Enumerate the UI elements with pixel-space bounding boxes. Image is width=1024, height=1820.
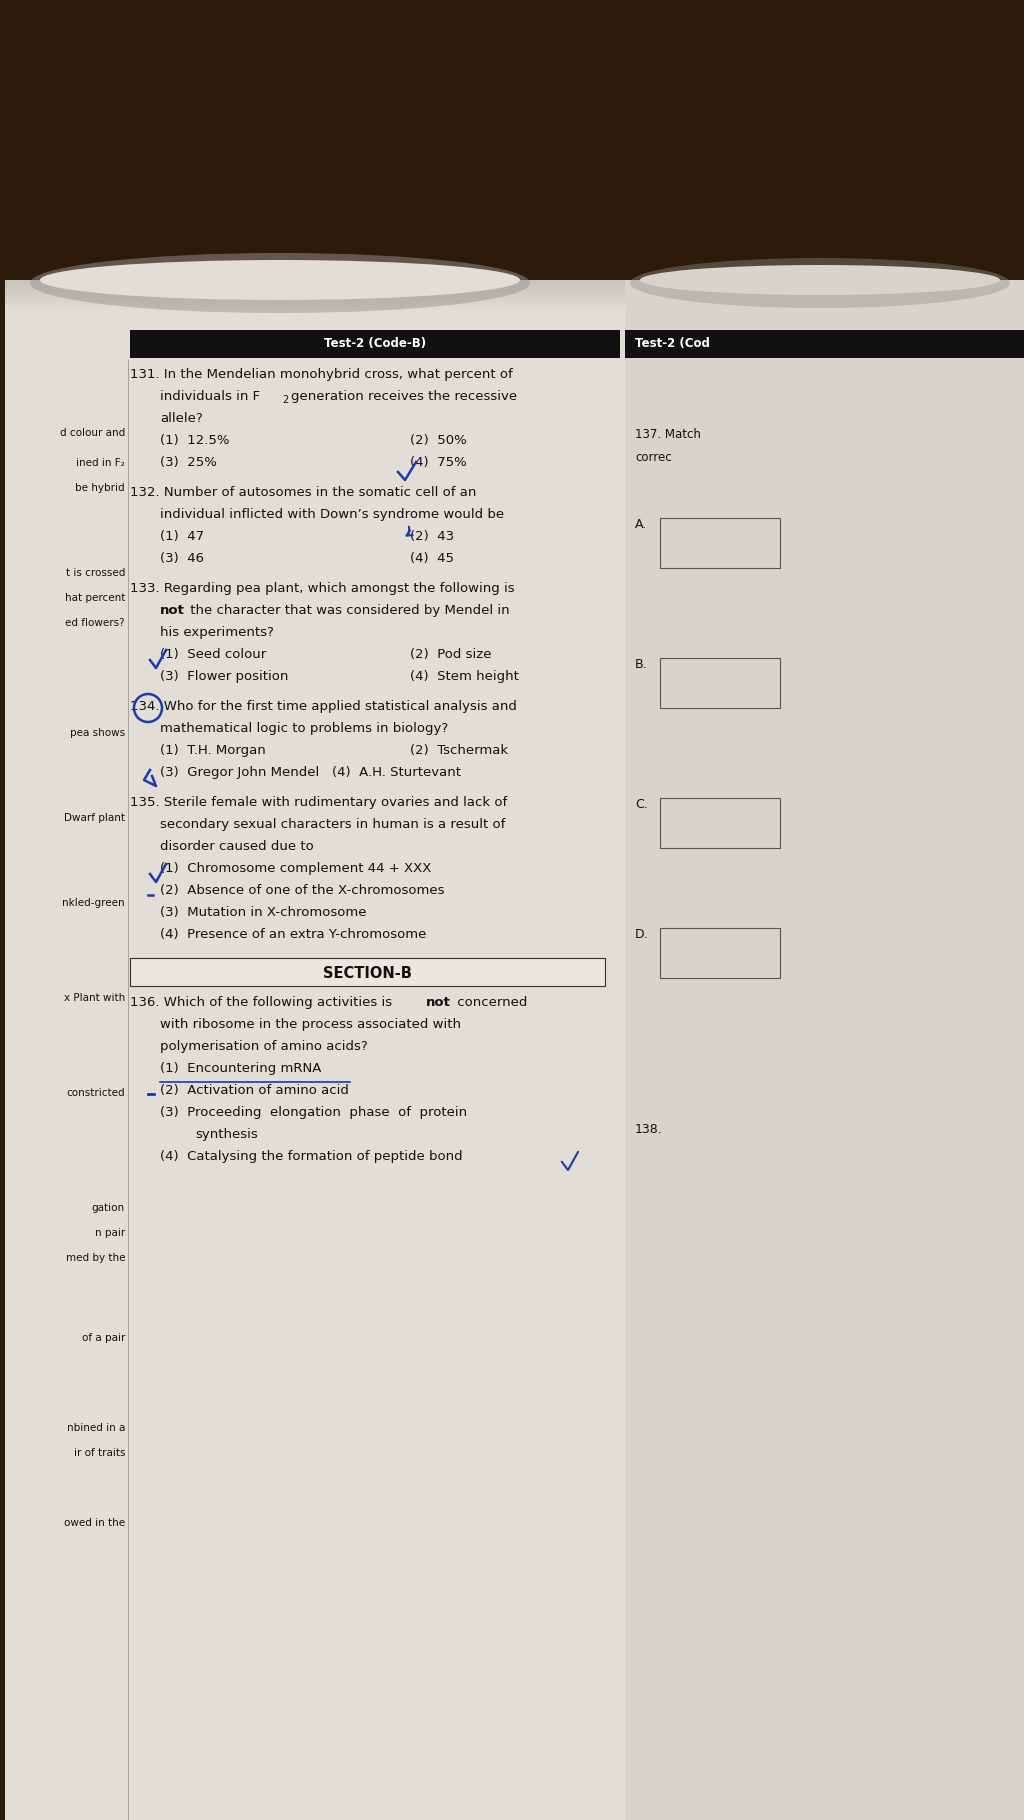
Text: 134. Who for the first time applied statistical analysis and: 134. Who for the first time applied stat… <box>130 701 517 713</box>
Bar <box>130 957 605 986</box>
Text: (4)  45: (4) 45 <box>410 551 454 564</box>
Text: Dwarf plant: Dwarf plant <box>63 814 125 823</box>
Text: ined in F₂: ined in F₂ <box>76 459 125 468</box>
Text: d colour and: d colour and <box>59 428 125 439</box>
Text: hat percent: hat percent <box>65 593 125 602</box>
Text: (3)  Proceeding  elongation  phase  of  protein: (3) Proceeding elongation phase of prote… <box>160 1107 467 1119</box>
Bar <box>660 519 780 568</box>
Text: Test-2 (Cod: Test-2 (Cod <box>635 337 710 351</box>
Text: ir of traits: ir of traits <box>74 1449 125 1458</box>
Bar <box>130 329 620 359</box>
Text: nbined in a: nbined in a <box>67 1423 125 1432</box>
Text: (4)  Presence of an extra Y-chromosome: (4) Presence of an extra Y-chromosome <box>160 928 426 941</box>
Text: 136. Which of the following activities is: 136. Which of the following activities i… <box>130 996 396 1008</box>
Text: (4)  Catalysing the formation of peptide bond: (4) Catalysing the formation of peptide … <box>160 1150 463 1163</box>
Text: not: not <box>426 996 451 1008</box>
Text: constricted: constricted <box>67 1088 125 1097</box>
Text: Test-2 (Code-B): Test-2 (Code-B) <box>324 337 426 351</box>
Text: (2)  43: (2) 43 <box>410 530 454 542</box>
Bar <box>625 280 1024 1820</box>
Text: (2)  Pod size: (2) Pod size <box>410 648 492 661</box>
Text: be hybrid: be hybrid <box>76 482 125 493</box>
Bar <box>5 280 625 1820</box>
Text: synthesis: synthesis <box>195 1128 258 1141</box>
Text: the character that was considered by Mendel in: the character that was considered by Men… <box>186 604 510 617</box>
Text: B.: B. <box>635 659 647 672</box>
Bar <box>660 928 780 977</box>
Text: (1)  47: (1) 47 <box>160 530 204 542</box>
Bar <box>660 797 780 848</box>
Text: polymerisation of amino acids?: polymerisation of amino acids? <box>160 1039 368 1054</box>
Ellipse shape <box>630 258 1010 308</box>
Text: ed flowers?: ed flowers? <box>66 619 125 628</box>
Text: (2)  Absence of one of the X-chromosomes: (2) Absence of one of the X-chromosomes <box>160 885 444 897</box>
Text: with ribosome in the process associated with: with ribosome in the process associated … <box>160 1017 461 1030</box>
Text: med by the: med by the <box>66 1252 125 1263</box>
Text: (1)  Chromosome complement 44 + XXX: (1) Chromosome complement 44 + XXX <box>160 863 431 875</box>
Text: (3)  Flower position: (3) Flower position <box>160 670 289 682</box>
Text: 133. Regarding pea plant, which amongst the following is: 133. Regarding pea plant, which amongst … <box>130 582 515 595</box>
Text: allele?: allele? <box>160 411 203 426</box>
Text: 131. In the Mendelian monohybrid cross, what percent of: 131. In the Mendelian monohybrid cross, … <box>130 368 513 380</box>
Text: of a pair: of a pair <box>82 1332 125 1343</box>
Text: (1)  Encountering mRNA: (1) Encountering mRNA <box>160 1063 322 1076</box>
Text: (1)  12.5%: (1) 12.5% <box>160 433 229 448</box>
Text: C.: C. <box>635 797 648 812</box>
Text: (4)  75%: (4) 75% <box>410 457 467 470</box>
Text: (3)  46: (3) 46 <box>160 551 204 564</box>
Text: (2)  Activation of amino acid: (2) Activation of amino acid <box>160 1085 349 1097</box>
Bar <box>660 659 780 708</box>
Text: pea shows: pea shows <box>70 728 125 737</box>
Text: nkled-green: nkled-green <box>62 897 125 908</box>
Bar <box>625 329 1024 359</box>
Text: 135. Sterile female with rudimentary ovaries and lack of: 135. Sterile female with rudimentary ova… <box>130 795 507 810</box>
Ellipse shape <box>40 260 520 300</box>
Text: (1)  Seed colour: (1) Seed colour <box>160 648 266 661</box>
Text: generation receives the recessive: generation receives the recessive <box>291 389 517 402</box>
Text: individuals in F: individuals in F <box>160 389 260 402</box>
Text: 2: 2 <box>282 395 288 406</box>
Text: (3)  Gregor John Mendel   (4)  A.H. Sturtevant: (3) Gregor John Mendel (4) A.H. Sturteva… <box>160 766 461 779</box>
Text: SECTION-B: SECTION-B <box>323 965 412 981</box>
Text: (4)  Stem height: (4) Stem height <box>410 670 519 682</box>
Text: D.: D. <box>635 928 648 941</box>
Text: mathematical logic to problems in biology?: mathematical logic to problems in biolog… <box>160 723 449 735</box>
Text: not: not <box>160 604 185 617</box>
Text: n pair: n pair <box>95 1228 125 1238</box>
Text: gation: gation <box>92 1203 125 1212</box>
Text: 132. Number of autosomes in the somatic cell of an: 132. Number of autosomes in the somatic … <box>130 486 476 499</box>
Text: correc: correc <box>635 451 672 464</box>
Text: (3)  Mutation in X-chromosome: (3) Mutation in X-chromosome <box>160 906 367 919</box>
Text: x Plant with: x Plant with <box>63 994 125 1003</box>
Ellipse shape <box>640 266 1000 295</box>
Text: 138.: 138. <box>635 1123 663 1136</box>
Text: (2)  50%: (2) 50% <box>410 433 467 448</box>
Ellipse shape <box>30 253 530 313</box>
Text: 137. Match: 137. Match <box>635 428 700 440</box>
Text: owed in the: owed in the <box>63 1518 125 1529</box>
Text: individual inflicted with Down’s syndrome would be: individual inflicted with Down’s syndrom… <box>160 508 504 521</box>
Text: t is crossed: t is crossed <box>66 568 125 579</box>
Text: A.: A. <box>635 519 647 531</box>
Text: concerned: concerned <box>453 996 527 1008</box>
Text: disorder caused due to: disorder caused due to <box>160 841 313 854</box>
Text: his experiments?: his experiments? <box>160 626 273 639</box>
Text: (1)  T.H. Morgan: (1) T.H. Morgan <box>160 744 266 757</box>
Text: (3)  25%: (3) 25% <box>160 457 217 470</box>
Text: (2)  Tschermak: (2) Tschermak <box>410 744 508 757</box>
Text: secondary sexual characters in human is a result of: secondary sexual characters in human is … <box>160 817 506 832</box>
